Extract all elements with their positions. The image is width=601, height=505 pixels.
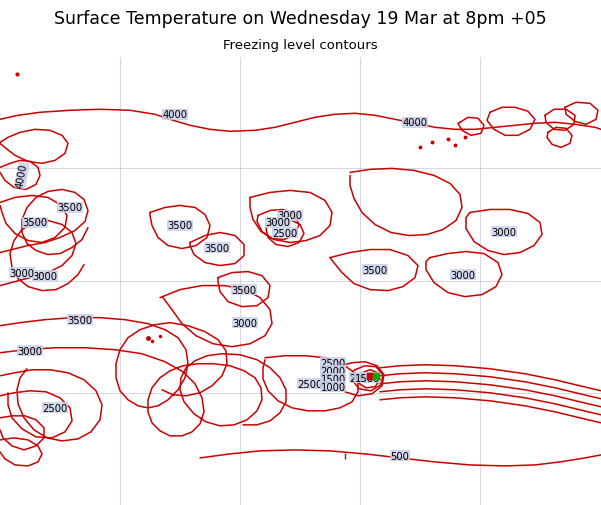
Text: 2500: 2500 [43, 403, 68, 413]
Text: 3500: 3500 [67, 315, 93, 325]
Text: 500: 500 [391, 451, 409, 461]
Text: 2500: 2500 [272, 228, 297, 238]
Text: 3000: 3000 [492, 227, 516, 237]
Text: 3500: 3500 [362, 265, 388, 275]
Text: 4000: 4000 [15, 163, 29, 189]
Text: 3000: 3000 [233, 318, 257, 328]
Text: 3000: 3000 [451, 270, 475, 280]
Text: 3500: 3500 [22, 218, 47, 228]
Text: 3500: 3500 [58, 203, 82, 213]
Text: 3000: 3000 [32, 271, 58, 281]
Text: 3500: 3500 [168, 221, 192, 231]
Text: 1000: 1000 [320, 382, 346, 392]
Text: 3000: 3000 [10, 268, 34, 278]
Text: 2500: 2500 [297, 379, 323, 389]
Text: 3000: 3000 [266, 218, 290, 228]
Text: 1500: 1500 [320, 374, 346, 384]
Text: 4000: 4000 [162, 110, 188, 120]
Text: 3500: 3500 [231, 285, 257, 295]
Text: Surface Temperature on Wednesday 19 Mar at 8pm +05: Surface Temperature on Wednesday 19 Mar … [54, 10, 547, 28]
Text: 3000: 3000 [278, 211, 302, 221]
Text: 2000: 2000 [320, 366, 346, 376]
Text: 3500: 3500 [204, 243, 230, 253]
Text: 4000: 4000 [403, 118, 427, 128]
Text: 2500: 2500 [320, 358, 346, 368]
Text: 1500: 1500 [355, 373, 380, 383]
Text: 2000: 2000 [349, 373, 374, 383]
Text: Freezing level contours: Freezing level contours [223, 39, 378, 52]
Text: 3000: 3000 [17, 346, 43, 356]
